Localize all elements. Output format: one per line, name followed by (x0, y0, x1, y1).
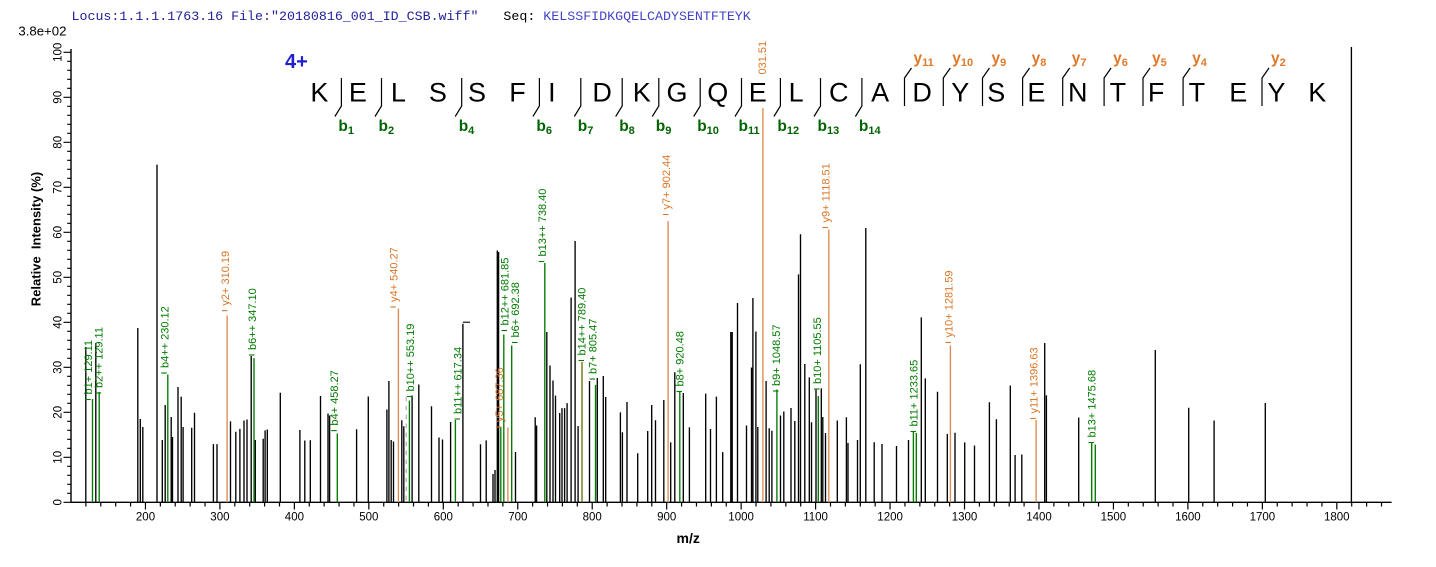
svg-text:E: E (1229, 78, 1247, 108)
svg-text:60: 60 (53, 226, 65, 239)
svg-text:80: 80 (53, 136, 65, 149)
svg-text:1400: 1400 (1026, 512, 1052, 524)
svg-text:S: S (468, 78, 486, 108)
svg-text:600: 600 (434, 512, 453, 524)
svg-text:b4++ 230.12: b4++ 230.12 (159, 306, 171, 368)
svg-text:1100: 1100 (803, 512, 828, 524)
svg-text:031.51: 031.51 (757, 41, 769, 75)
svg-text:500: 500 (359, 512, 378, 524)
svg-text:0: 0 (53, 499, 65, 505)
svg-text:m/z: m/z (677, 530, 700, 546)
svg-text:1800: 1800 (1324, 512, 1350, 524)
svg-text:G: G (666, 78, 687, 108)
svg-text:KELSSFIDKGQELCADYSENTFTEYK: KELSSFIDKGQELCADYSENTFTEYK (543, 9, 750, 24)
svg-text:b10+ 1105.55: b10+ 1105.55 (812, 317, 824, 384)
svg-text:S: S (987, 78, 1005, 108)
svg-text:b12++ 681.85: b12++ 681.85 (500, 258, 512, 326)
svg-text:1000: 1000 (728, 512, 754, 524)
svg-text:y5+ 687.36: y5+ 687.36 (494, 367, 506, 422)
svg-text:E: E (349, 78, 367, 108)
svg-text:D: D (912, 78, 932, 108)
svg-text:800: 800 (583, 512, 602, 524)
svg-text:1300: 1300 (952, 512, 978, 524)
svg-text:E: E (749, 78, 767, 108)
svg-text:Q: Q (707, 78, 728, 108)
svg-text:b1+ 129.11: b1+ 129.11 (83, 340, 95, 395)
svg-text:50: 50 (53, 271, 65, 284)
svg-text:Seq:: Seq: (503, 9, 535, 24)
svg-text:T: T (1189, 78, 1206, 108)
svg-text:Y: Y (951, 78, 969, 108)
svg-text:4+: 4+ (285, 51, 308, 73)
svg-text:y10+ 1281.59: y10+ 1281.59 (944, 271, 956, 338)
svg-text:b7+ 805.47: b7+ 805.47 (588, 319, 600, 374)
svg-text:F: F (509, 78, 526, 108)
svg-text:10: 10 (53, 451, 65, 464)
svg-text:N: N (1068, 78, 1088, 108)
svg-text:L: L (789, 78, 804, 108)
svg-text:b11++ 617.34: b11++ 617.34 (453, 347, 465, 414)
svg-text:1600: 1600 (1175, 512, 1201, 524)
svg-text:b9+ 1048.57: b9+ 1048.57 (771, 325, 783, 386)
svg-text:b6+ 692.38: b6+ 692.38 (510, 282, 522, 337)
svg-text:y11+ 1396.63: y11+ 1396.63 (1028, 347, 1040, 413)
svg-text:200: 200 (136, 512, 155, 524)
svg-text:Locus:1.1.1.1763.16 File:"2018: Locus:1.1.1.1763.16 File:"20180816_001_I… (72, 9, 479, 24)
svg-text:I: I (548, 78, 556, 108)
svg-text:700: 700 (508, 512, 527, 524)
svg-text:b10++ 553.19: b10++ 553.19 (405, 324, 417, 392)
svg-text:b4+ 458.27: b4+ 458.27 (329, 370, 341, 425)
svg-text:S: S (429, 78, 447, 108)
svg-text:D: D (592, 78, 612, 108)
svg-text:b6++ 347.10: b6++ 347.10 (247, 288, 259, 350)
svg-text:y2+ 310.19: y2+ 310.19 (220, 251, 232, 306)
svg-text:b8+ 920.48: b8+ 920.48 (675, 331, 687, 386)
svg-text:3.8e+02: 3.8e+02 (18, 24, 66, 39)
svg-text:K: K (1308, 78, 1326, 108)
svg-text:C: C (829, 78, 849, 108)
svg-text:90: 90 (53, 91, 65, 104)
svg-text:400: 400 (285, 512, 304, 524)
svg-text:K: K (310, 78, 328, 108)
svg-text:1200: 1200 (877, 512, 903, 524)
svg-text:70: 70 (53, 181, 65, 194)
svg-text:L: L (391, 78, 406, 108)
svg-text:30: 30 (53, 361, 65, 374)
svg-text:100: 100 (53, 43, 65, 62)
svg-text:1700: 1700 (1250, 512, 1276, 524)
svg-text:900: 900 (657, 512, 676, 524)
svg-text:F: F (1148, 78, 1165, 108)
svg-text:T: T (1110, 78, 1127, 108)
svg-text:y9+ 1118.51: y9+ 1118.51 (821, 163, 833, 222)
svg-text:Relative Intensity (%): Relative Intensity (%) (29, 172, 44, 306)
svg-text:A: A (871, 78, 889, 108)
svg-text:40: 40 (53, 316, 65, 329)
svg-text:b2++ 129.11: b2++ 129.11 (94, 327, 106, 388)
svg-text:E: E (1027, 78, 1045, 108)
svg-text:b13++ 738.40: b13++ 738.40 (537, 189, 549, 257)
svg-text:b14++ 789.40: b14++ 789.40 (577, 288, 589, 356)
svg-text:y7+ 902.44: y7+ 902.44 (661, 155, 673, 210)
svg-text:b13+ 1475.68: b13+ 1475.68 (1087, 370, 1099, 438)
svg-text:K: K (633, 78, 651, 108)
svg-text:Y: Y (1267, 78, 1285, 108)
svg-text:b11+ 1233.65: b11+ 1233.65 (909, 360, 921, 427)
svg-text:300: 300 (210, 512, 229, 524)
svg-text:1500: 1500 (1101, 512, 1127, 524)
svg-text:y4+ 540.27: y4+ 540.27 (388, 247, 400, 302)
svg-text:20: 20 (53, 406, 65, 419)
